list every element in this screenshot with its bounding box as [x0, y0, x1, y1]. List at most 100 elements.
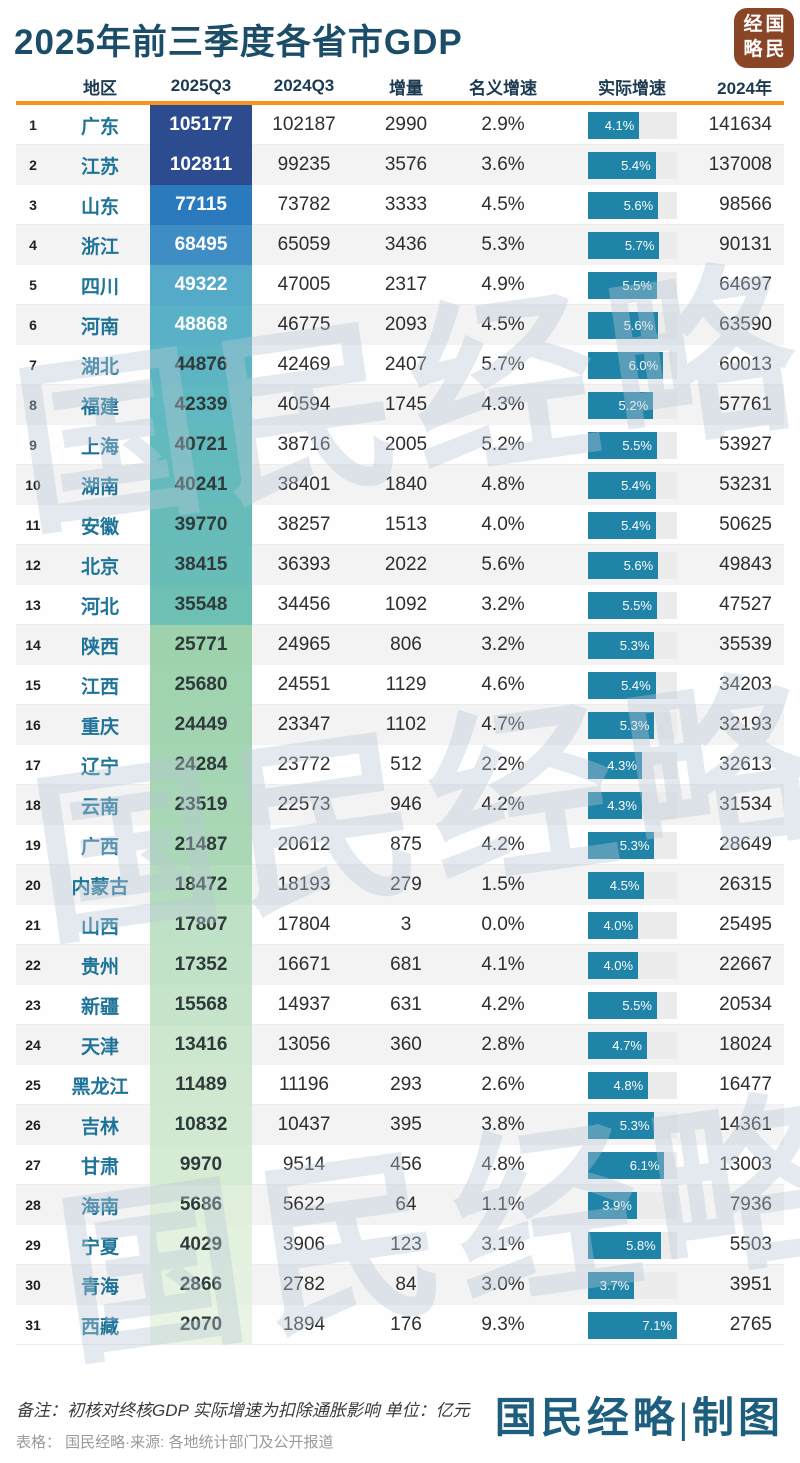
nominal-growth-cell: 4.5%	[481, 194, 525, 215]
gdp-2025q3-cell: 24449	[150, 705, 252, 745]
gdp-2025q3-cell: 40721	[150, 425, 252, 465]
growth-bar: 6.1%	[588, 1151, 665, 1179]
rank-cell: 29	[25, 1237, 41, 1253]
growth-bar: 5.8%	[588, 1231, 661, 1259]
region-cell: 山东	[80, 196, 119, 218]
growth-bar-track: 7.1%	[588, 1311, 677, 1339]
gdp-2024-cell: 14361	[719, 1114, 772, 1135]
region-cell: 云南	[80, 796, 119, 818]
gdp-2024q3-cell: 36393	[277, 554, 331, 575]
footer-source: 表格： 国民经略·来源: 各地统计部门及公开报道	[16, 1434, 334, 1451]
gdp-2025q3-cell: 40241	[150, 465, 252, 505]
rank-cell: 23	[25, 997, 41, 1013]
real-growth-cell: 4.3%	[550, 791, 680, 819]
gdp-2024q3-cell: 5622	[282, 1194, 326, 1215]
growth-bar: 3.9%	[588, 1191, 637, 1219]
footer-notes: 备注：初核对终核GDP 实际增速为扣除通胀影响 单位：亿元 表格： 国民经略·来…	[16, 1396, 470, 1452]
gdp-2024q3-cell: 1894	[282, 1314, 326, 1335]
gdp-2024-cell: 53927	[719, 434, 772, 455]
rank-cell: 21	[25, 917, 41, 933]
real-growth-cell: 4.0%	[550, 911, 680, 939]
col-header-2024q3: 2024Q3	[273, 76, 335, 95]
growth-bar-track: 5.6%	[588, 551, 677, 579]
growth-bar-track: 5.5%	[588, 271, 677, 299]
growth-bar: 4.1%	[588, 111, 640, 139]
growth-bar-track: 5.4%	[588, 511, 677, 539]
gdp-2024-cell: 57761	[719, 394, 772, 415]
growth-bar-label: 5.4%	[621, 517, 651, 533]
region-cell: 黑龙江	[71, 1076, 129, 1098]
growth-bar: 4.7%	[588, 1031, 647, 1059]
rank-cell: 10	[25, 477, 41, 493]
region-cell: 内蒙古	[71, 876, 129, 898]
gdp-2024q3-cell: 3906	[282, 1234, 326, 1255]
real-growth-cell: 4.5%	[550, 871, 680, 899]
table-row: 10 湖南 40241 38401 1840 4.8% 5.4% 53231	[16, 465, 784, 505]
growth-bar-track: 5.2%	[588, 391, 677, 419]
gdp-2024-cell: 7936	[729, 1194, 772, 1215]
real-growth-cell: 5.4%	[550, 511, 680, 539]
rank-cell: 1	[29, 117, 37, 133]
delta-cell: 806	[390, 634, 422, 655]
gdp-2024q3-cell: 38257	[277, 514, 331, 535]
delta-cell: 1092	[384, 594, 428, 615]
nominal-growth-cell: 4.2%	[481, 994, 525, 1015]
nominal-growth-cell: 4.8%	[481, 1154, 525, 1175]
real-growth-cell: 4.3%	[550, 751, 680, 779]
table-header-row: 地区 2025Q3 2024Q3 增量 名义增速 实际增速 2024年	[16, 71, 784, 105]
growth-bar-label: 5.6%	[623, 317, 654, 333]
gdp-2024q3-cell: 20612	[277, 834, 331, 855]
delta-cell: 2022	[384, 554, 428, 575]
delta-cell: 1129	[385, 674, 427, 695]
nominal-growth-cell: 1.5%	[481, 874, 525, 895]
table-row: 6 河南 48868 46775 2093 4.5% 5.6% 63590	[16, 305, 784, 345]
rank-cell: 6	[29, 317, 37, 333]
growth-bar-track: 3.9%	[588, 1191, 677, 1219]
delta-cell: 1745	[384, 394, 428, 415]
gdp-2025q3-cell: 39770	[150, 505, 252, 545]
delta-cell: 512	[390, 754, 422, 775]
table-row: 8 福建 42339 40594 1745 4.3% 5.2% 57761	[16, 385, 784, 425]
table-row: 22 贵州 17352 16671 681 4.1% 4.0% 22667	[16, 945, 784, 985]
gdp-2024q3-cell: 102187	[272, 114, 336, 135]
real-growth-cell: 5.5%	[550, 991, 680, 1019]
table-row: 17 辽宁 24284 23772 512 2.2% 4.3% 32613	[16, 745, 784, 785]
region-cell: 天津	[80, 1036, 119, 1058]
region-cell: 甘肃	[80, 1156, 119, 1178]
region-cell: 广东	[80, 116, 119, 138]
growth-bar-track: 5.3%	[588, 631, 677, 659]
gdp-2025q3-cell: 38415	[150, 545, 252, 585]
delta-cell: 293	[390, 1074, 422, 1095]
growth-bar-track: 4.3%	[588, 751, 677, 779]
nominal-growth-cell: 5.6%	[481, 554, 525, 575]
growth-bar: 4.5%	[588, 871, 645, 899]
real-growth-cell: 5.2%	[550, 391, 680, 419]
growth-bar: 4.3%	[588, 751, 642, 779]
growth-bar-track: 4.7%	[588, 1031, 677, 1059]
gdp-2024-cell: 60013	[719, 354, 772, 375]
nominal-growth-cell: 9.3%	[481, 1314, 525, 1335]
gdp-2025q3-cell: 25680	[150, 665, 252, 705]
gdp-2025q3-cell: 4029	[150, 1225, 252, 1265]
nominal-growth-cell: 4.8%	[481, 474, 525, 495]
rank-cell: 19	[25, 837, 41, 853]
gdp-2024-cell: 31534	[719, 794, 772, 815]
growth-bar-track: 5.5%	[588, 991, 677, 1019]
growth-bar-label: 7.1%	[642, 1317, 672, 1333]
col-header-delta: 增量	[389, 78, 423, 98]
gdp-2024q3-cell: 34456	[277, 594, 331, 615]
nominal-growth-cell: 4.3%	[481, 394, 525, 415]
delta-cell: 3333	[384, 194, 428, 215]
gdp-2025q3-cell: 17807	[150, 905, 252, 945]
gdp-2025q3-cell: 15568	[150, 985, 252, 1025]
gdp-2024-cell: 32193	[719, 714, 772, 735]
gdp-2025q3-cell: 11489	[150, 1065, 252, 1105]
col-header-2024-year: 2024年	[717, 78, 772, 98]
delta-cell: 456	[390, 1154, 422, 1175]
region-cell: 宁夏	[80, 1236, 119, 1258]
growth-bar: 5.5%	[588, 991, 657, 1019]
gdp-2025q3-cell: 77115	[150, 185, 252, 225]
region-cell: 河南	[80, 316, 119, 338]
nominal-growth-cell: 4.0%	[481, 514, 525, 535]
brand-badge: 经 国 略 民	[734, 8, 794, 68]
